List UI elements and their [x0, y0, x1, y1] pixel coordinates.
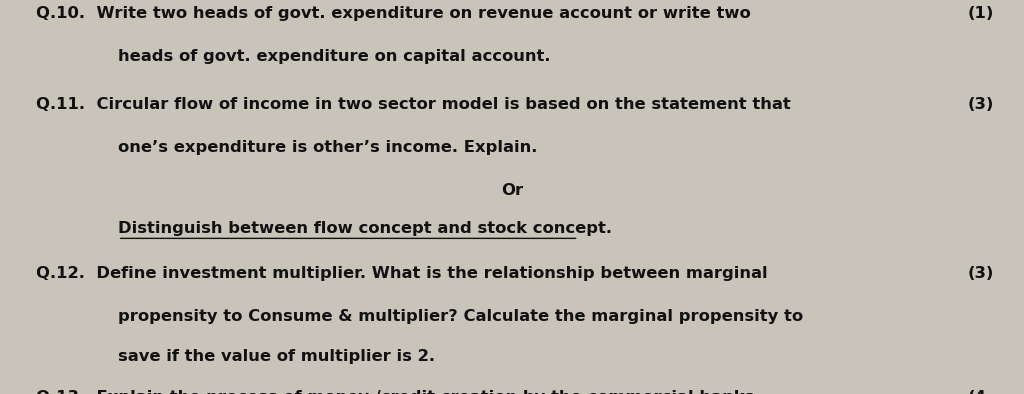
Text: Q.10.  Write two heads of govt. expenditure on revenue account or write two: Q.10. Write two heads of govt. expenditu… — [36, 6, 751, 21]
Text: Q.13.  Explain the process of money /credit creation by the commercial banks: Q.13. Explain the process of money /cred… — [36, 390, 755, 394]
Text: (4: (4 — [968, 390, 986, 394]
Text: heads of govt. expenditure on capital account.: heads of govt. expenditure on capital ac… — [118, 49, 550, 64]
Text: Q.11.  Circular flow of income in two sector model is based on the statement tha: Q.11. Circular flow of income in two sec… — [36, 97, 791, 112]
Text: Distinguish between flow concept and stock concept.: Distinguish between flow concept and sto… — [118, 221, 611, 236]
Text: (3): (3) — [968, 97, 994, 112]
Text: Or: Or — [501, 183, 523, 198]
Text: Q.12.  Define investment multiplier. What is the relationship between marginal: Q.12. Define investment multiplier. What… — [36, 266, 767, 281]
Text: one’s expenditure is other’s income. Explain.: one’s expenditure is other’s income. Exp… — [118, 140, 538, 155]
Text: (3): (3) — [968, 266, 994, 281]
Text: (1): (1) — [968, 6, 994, 21]
Text: save if the value of multiplier is 2.: save if the value of multiplier is 2. — [118, 349, 435, 364]
Text: propensity to Consume & multiplier? Calculate the marginal propensity to: propensity to Consume & multiplier? Calc… — [118, 309, 803, 324]
